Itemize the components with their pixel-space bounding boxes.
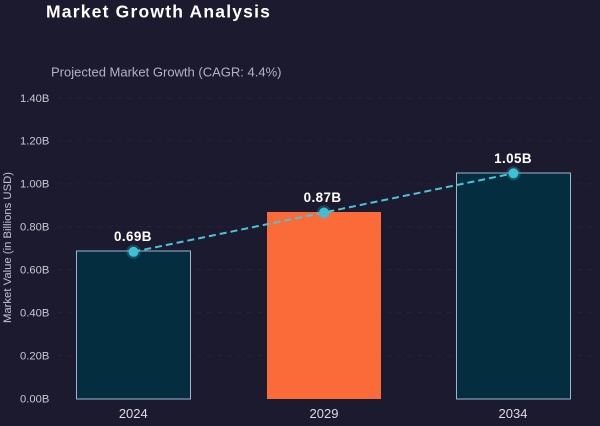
svg-text:0.40B: 0.40B xyxy=(20,308,49,320)
svg-text:0.80B: 0.80B xyxy=(20,222,49,234)
svg-text:0.20B: 0.20B xyxy=(20,350,49,362)
svg-text:1.05B: 1.05B xyxy=(494,151,532,166)
svg-text:1.20B: 1.20B xyxy=(20,136,49,148)
svg-text:Market Growth Analysis: Market Growth Analysis xyxy=(46,2,271,22)
svg-text:1.00B: 1.00B xyxy=(20,179,49,191)
svg-text:2024: 2024 xyxy=(119,406,148,421)
svg-text:2029: 2029 xyxy=(310,406,339,421)
svg-text:0.60B: 0.60B xyxy=(20,265,49,277)
svg-text:Market Value (in Billions USD): Market Value (in Billions USD) xyxy=(2,172,14,323)
svg-text:0.00B: 0.00B xyxy=(20,393,49,405)
svg-text:2034: 2034 xyxy=(499,406,528,421)
svg-text:1.40B: 1.40B xyxy=(20,93,49,105)
svg-text:0.87B: 0.87B xyxy=(304,190,342,205)
svg-text:Projected Market Growth (CAGR:: Projected Market Growth (CAGR: 4.4%) xyxy=(51,65,281,80)
svg-text:0.69B: 0.69B xyxy=(114,229,152,244)
